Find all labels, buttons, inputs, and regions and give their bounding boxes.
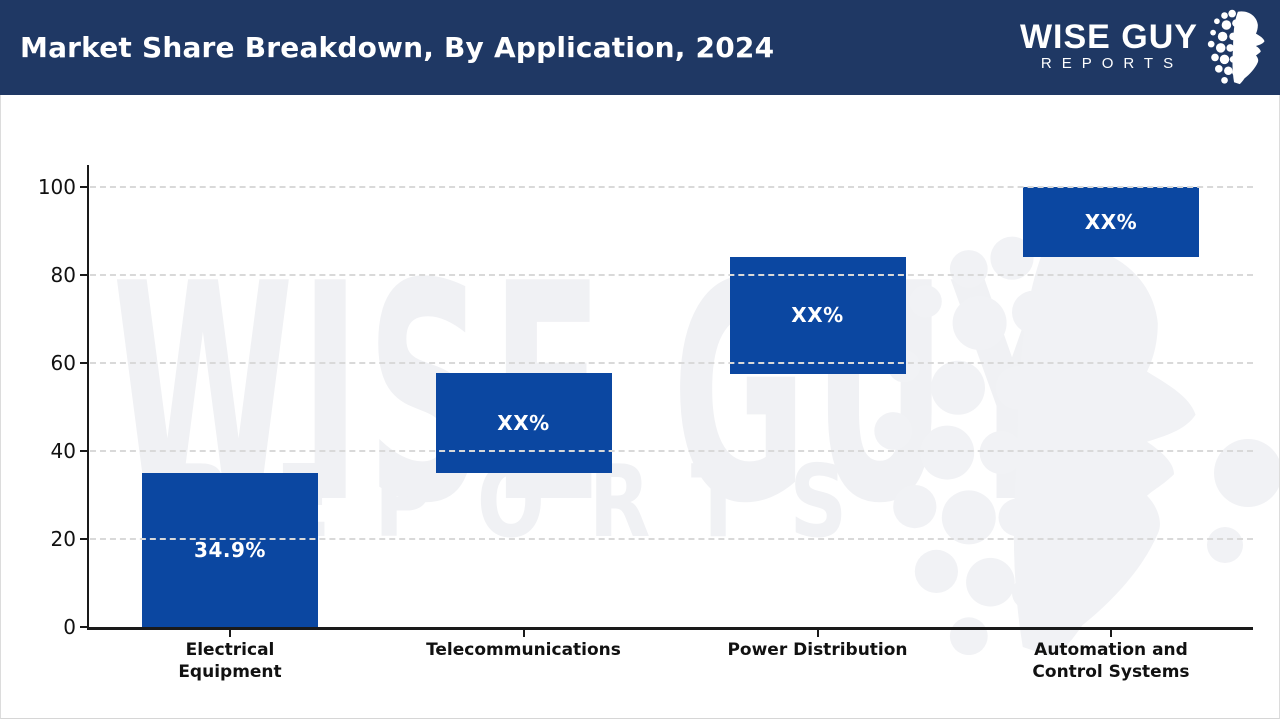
brand-logo: WISE GUY REPORTS bbox=[1020, 6, 1268, 86]
y-tick-mark bbox=[80, 186, 88, 188]
chart-title: Market Share Breakdown, By Application, … bbox=[20, 31, 775, 64]
y-tick-label: 100 bbox=[37, 175, 76, 199]
brand-head-icon bbox=[1207, 9, 1265, 85]
category-label-line: Control Systems bbox=[1032, 662, 1190, 682]
y-tick-label: 80 bbox=[50, 263, 76, 287]
bar-value-label: XX% bbox=[1084, 209, 1138, 234]
y-tick-mark bbox=[80, 274, 88, 276]
category-label-line: Equipment bbox=[178, 662, 282, 682]
category-label-line: Power Distribution bbox=[727, 640, 908, 660]
y-tick-label: 60 bbox=[50, 351, 76, 375]
bar-value-label: 34.9% bbox=[194, 538, 266, 563]
x-tick-mark bbox=[816, 630, 819, 637]
brand-wordmark-line1: WISE GUY bbox=[1019, 18, 1198, 56]
brand-wordmark-line2: REPORTS bbox=[1040, 55, 1184, 72]
gridline-60 bbox=[90, 362, 1253, 364]
y-tick-mark bbox=[80, 450, 88, 452]
bar-value-label: XX% bbox=[791, 303, 844, 328]
gridline-40 bbox=[90, 450, 1253, 452]
header-bar: Market Share Breakdown, By Application, … bbox=[0, 0, 1280, 95]
y-tick-label: 20 bbox=[50, 527, 76, 551]
category-label: Telecommunications bbox=[384, 639, 664, 661]
gridline-80 bbox=[90, 274, 1253, 276]
y-axis-spine bbox=[87, 165, 89, 630]
gridline-100 bbox=[90, 186, 1253, 188]
bar-segment: XX% bbox=[729, 256, 906, 374]
chart-body: WISE GUY REPORTS 0 20 40 60 80 100 34.9% XX% XX%… bbox=[0, 95, 1280, 720]
y-tick-label: 0 bbox=[63, 615, 76, 639]
bar-segment: 34.9% bbox=[142, 473, 318, 627]
gridline-20 bbox=[90, 538, 1253, 540]
bar-segment: XX% bbox=[1023, 187, 1199, 257]
y-tick-label: 40 bbox=[50, 439, 76, 463]
y-tick-mark bbox=[80, 362, 88, 364]
category-label-line: Automation and bbox=[1034, 640, 1188, 660]
category-label-line: Telecommunications bbox=[426, 640, 621, 660]
category-label: Electrical Equipment bbox=[90, 639, 370, 683]
bar-value-label: XX% bbox=[497, 411, 550, 436]
bar-segment: XX% bbox=[435, 373, 612, 474]
category-label: Automation and Control Systems bbox=[971, 639, 1251, 683]
x-tick-mark bbox=[1110, 630, 1112, 637]
x-tick-mark bbox=[522, 630, 525, 637]
x-tick-mark bbox=[229, 630, 231, 637]
y-tick-mark bbox=[80, 538, 88, 540]
category-label: Power Distribution bbox=[678, 639, 958, 661]
x-axis-spine bbox=[87, 627, 1253, 630]
brand-wordmark: WISE GUY REPORTS bbox=[1020, 19, 1198, 73]
category-label-line: Electrical bbox=[185, 640, 275, 660]
y-tick-mark bbox=[80, 626, 88, 628]
